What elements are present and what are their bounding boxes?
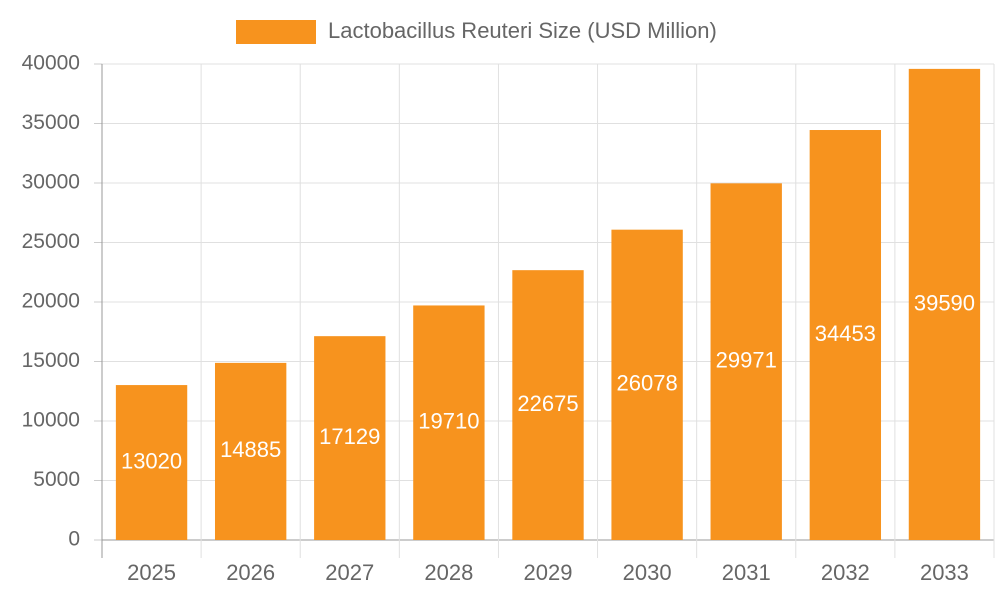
y-tick-label: 40000 — [22, 52, 80, 75]
x-tick-label: 2025 — [127, 560, 176, 585]
bar — [809, 130, 882, 541]
data-label: 13020 — [121, 448, 182, 473]
data-label: 17129 — [319, 424, 380, 449]
x-tick-label: 2031 — [722, 560, 771, 585]
bar — [710, 183, 782, 540]
bar — [413, 305, 485, 540]
y-tick-label: 35000 — [22, 111, 80, 134]
data-label: 26078 — [617, 371, 678, 396]
bar — [611, 229, 683, 540]
x-tick-label: 2030 — [623, 560, 672, 585]
data-label: 19710 — [418, 409, 479, 434]
x-tick-label: 2033 — [920, 560, 969, 585]
y-tick-label: 30000 — [22, 171, 80, 194]
y-tick-label: 10000 — [22, 409, 80, 432]
data-label: 22675 — [517, 391, 578, 416]
bar — [115, 385, 188, 540]
bar — [314, 336, 386, 540]
data-label: 14885 — [220, 437, 281, 462]
y-tick-label: 15000 — [22, 349, 80, 372]
y-tick-label: 20000 — [22, 290, 80, 313]
bar — [908, 68, 981, 540]
x-tick-label: 2028 — [424, 560, 473, 585]
x-tick-label: 2032 — [821, 560, 870, 585]
data-label: 39590 — [914, 290, 975, 315]
x-tick-label: 2027 — [325, 560, 374, 585]
y-tick-label: 25000 — [22, 230, 80, 253]
y-tick-label: 0 — [68, 528, 80, 551]
y-tick-label: 5000 — [33, 468, 80, 491]
legend-label: Lactobacillus Reuteri Size (USD Million) — [328, 18, 717, 43]
x-tick-label: 2029 — [524, 560, 573, 585]
x-tick-label: 2026 — [226, 560, 275, 585]
legend-swatch — [236, 20, 316, 44]
bar — [512, 270, 584, 540]
data-label: 34453 — [815, 321, 876, 346]
bar — [214, 362, 287, 540]
data-label: 29971 — [716, 347, 777, 372]
